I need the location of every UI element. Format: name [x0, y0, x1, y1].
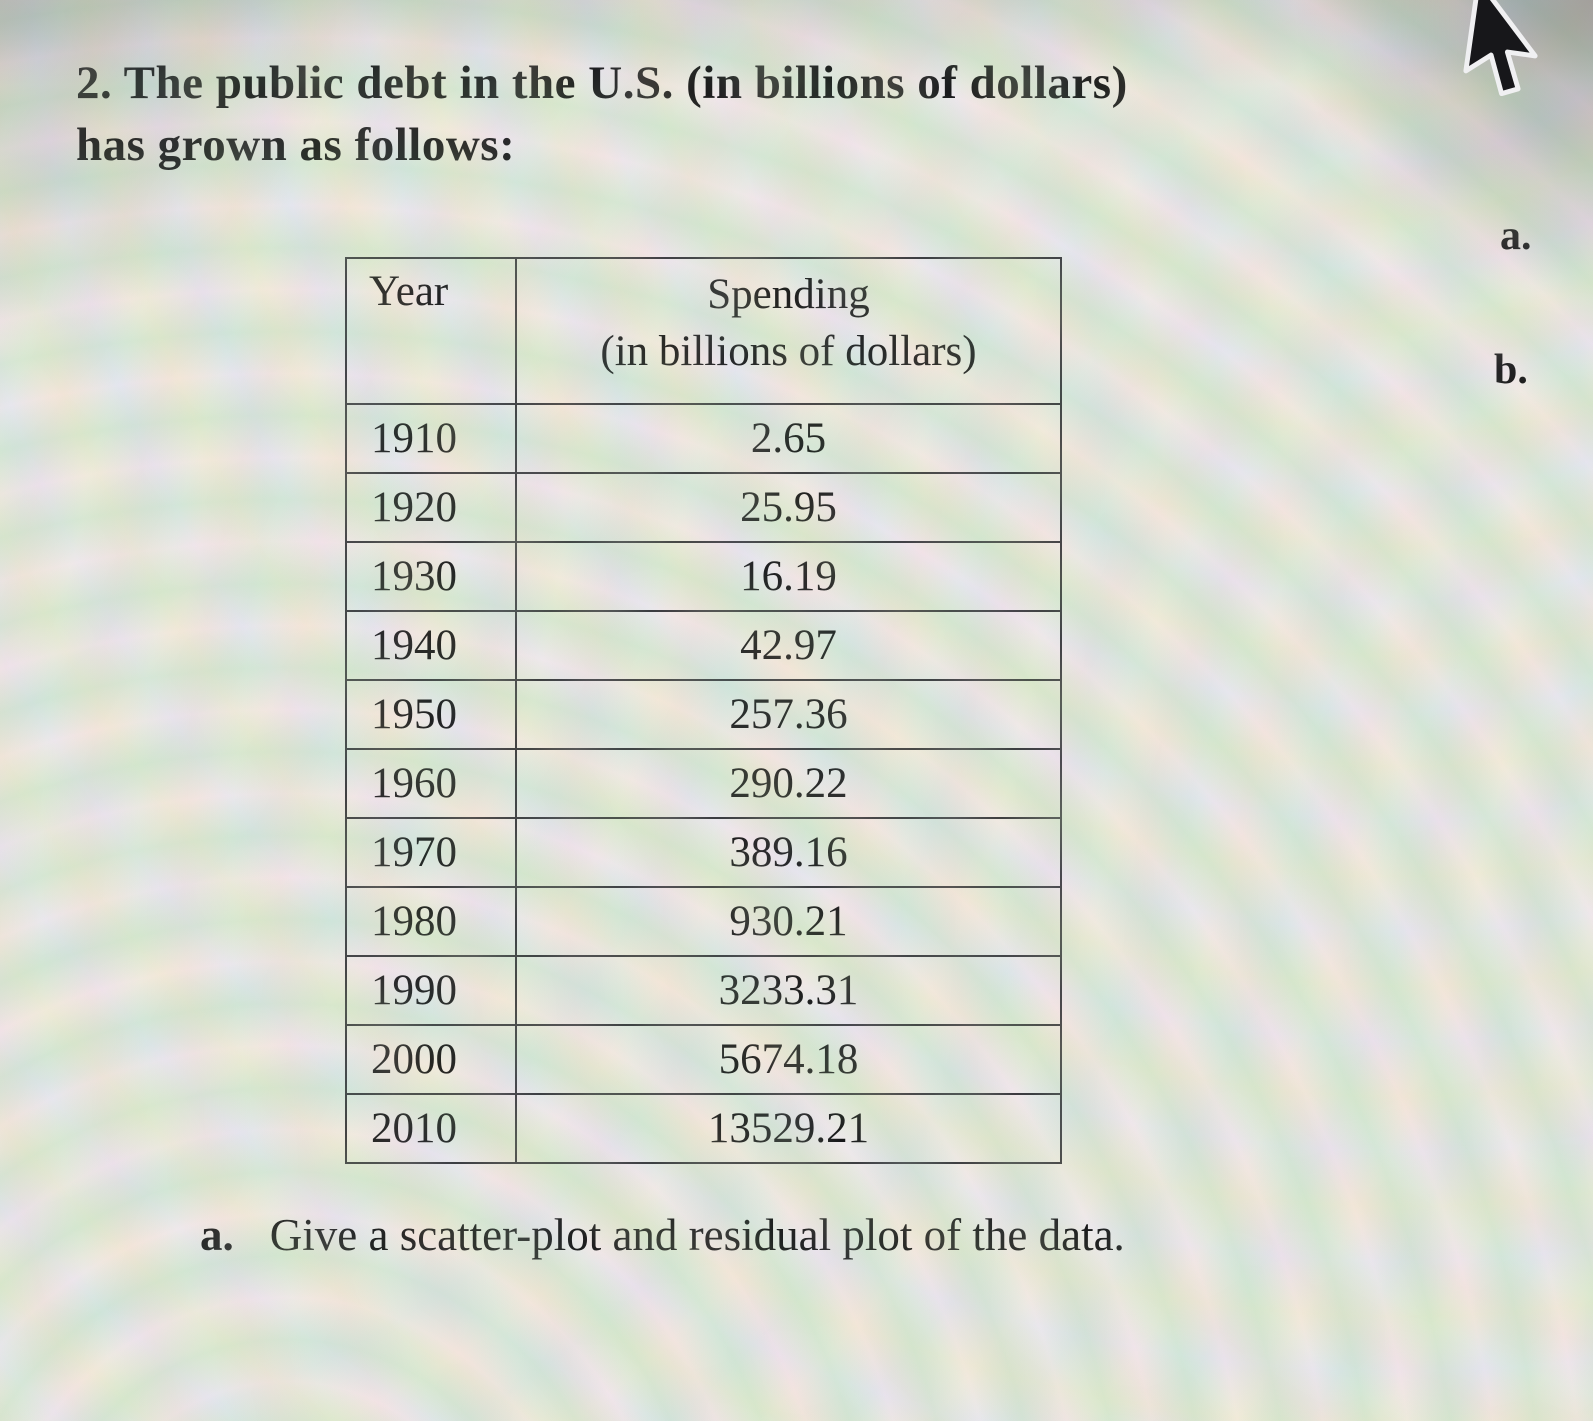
mouse-cursor-arrow-icon — [1453, 0, 1568, 123]
table-row: 1940 42.97 — [345, 610, 1062, 681]
margin-label-a: a. — [1500, 213, 1532, 259]
year-cell: 1980 — [345, 886, 517, 957]
table-row: 1920 25.95 — [345, 472, 1062, 543]
table-row: 2010 13529.21 — [345, 1093, 1062, 1164]
spending-header-line1: Spending — [707, 271, 870, 318]
spending-header-line2: (in billions of dollars) — [600, 327, 977, 375]
year-cell: 1930 — [345, 541, 517, 612]
year-column-header: Year — [345, 257, 517, 405]
table-row: 1970 389.16 — [345, 817, 1062, 888]
table-header-row: Year Spending (in billions of dollars) — [345, 257, 1062, 405]
problem-title: 2. The public debt in the U.S. (in billi… — [76, 52, 1176, 176]
subquestion-text: Give a scatter-plot and residual plot of… — [269, 1210, 1125, 1260]
table-row: 2000 5674.18 — [345, 1024, 1062, 1095]
spending-cell: 5674.18 — [515, 1024, 1062, 1095]
year-cell: 1970 — [345, 817, 517, 888]
year-cell: 1920 — [345, 472, 517, 543]
year-cell: 1910 — [345, 403, 517, 474]
spending-cell: 2.65 — [515, 403, 1062, 474]
spending-cell: 25.95 — [515, 472, 1062, 543]
spending-cell: 3233.31 — [515, 955, 1062, 1026]
table-row: 1930 16.19 — [345, 541, 1062, 612]
year-cell: 2010 — [345, 1093, 517, 1164]
table-row: 1910 2.65 — [345, 403, 1062, 474]
subquestion-a: a. Give a scatter-plot and residual plot… — [200, 1206, 1130, 1265]
problem-statement: The public debt in the U.S. (in billions… — [76, 57, 1128, 172]
spending-cell: 930.21 — [515, 886, 1062, 957]
public-debt-table: Year Spending (in billions of dollars) 1… — [345, 257, 1062, 1164]
spending-cell: 389.16 — [515, 817, 1062, 888]
margin-label-b: b. — [1494, 347, 1528, 393]
year-cell: 1960 — [345, 748, 517, 819]
table-row: 1990 3233.31 — [345, 955, 1062, 1026]
table-row: 1980 930.21 — [345, 886, 1062, 957]
spending-column-header: Spending (in billions of dollars) — [515, 257, 1062, 405]
table-row: 1950 257.36 — [345, 679, 1062, 750]
spending-cell: 257.36 — [515, 679, 1062, 750]
year-cell: 1940 — [345, 610, 517, 681]
problem-number: 2. — [76, 57, 113, 109]
year-cell: 1990 — [345, 955, 517, 1026]
table-row: 1960 290.22 — [345, 748, 1062, 819]
year-cell: 1950 — [345, 679, 517, 750]
subquestion-label: a. — [200, 1210, 234, 1260]
spending-cell: 16.19 — [515, 541, 1062, 612]
spending-cell: 42.97 — [515, 610, 1062, 681]
year-cell: 2000 — [345, 1024, 517, 1095]
spending-cell: 13529.21 — [515, 1093, 1062, 1164]
spending-cell: 290.22 — [515, 748, 1062, 819]
